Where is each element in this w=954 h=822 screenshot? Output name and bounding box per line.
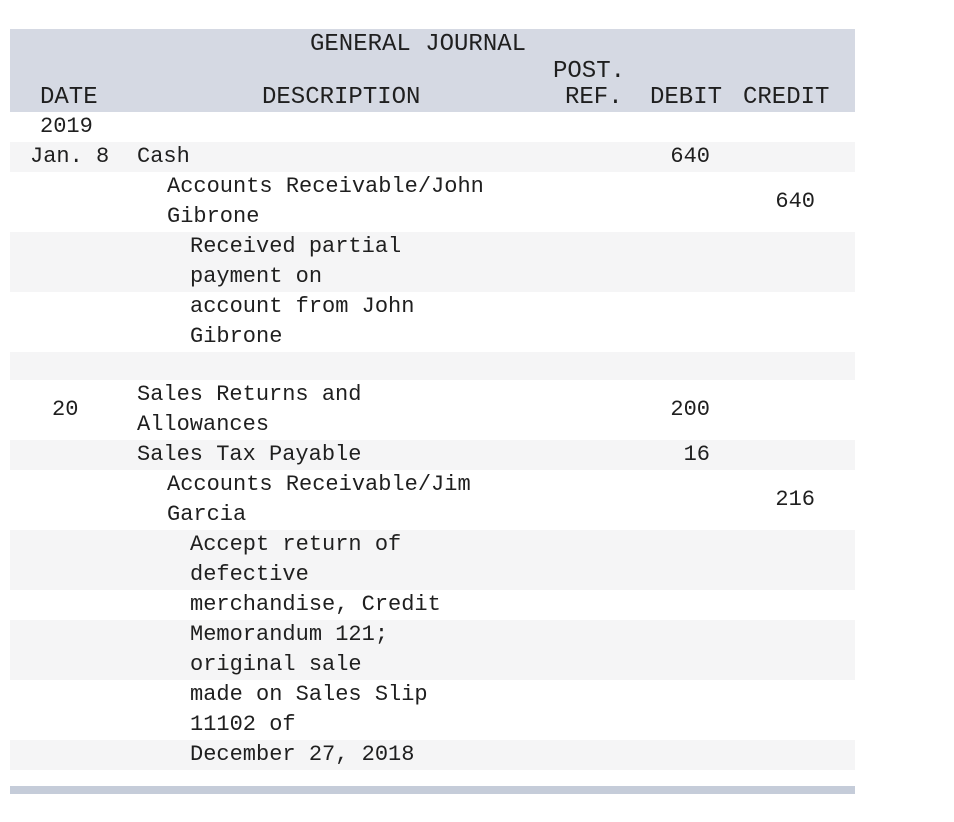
cell-description: December 27, 2018: [190, 742, 415, 767]
cell-description: merchandise, Credit: [190, 592, 441, 617]
cell-description: Memorandum 121; original sale: [190, 622, 389, 677]
col-postref-top-label: POST.: [553, 58, 626, 85]
col-postref-bottom-label: REF.: [565, 84, 623, 111]
cell-credit: 216: [775, 487, 815, 512]
journal-row: account from John Gibrone: [10, 292, 855, 352]
col-description-label: DESCRIPTION: [262, 84, 421, 111]
journal-row: Received partial payment on: [10, 232, 855, 292]
journal-row: Jan. 8 Cash 640: [10, 142, 855, 172]
cell-description: Cash: [137, 144, 190, 169]
journal-row: Memorandum 121; original sale: [10, 620, 855, 680]
cell-description: account from John Gibrone: [190, 294, 415, 349]
journal-row: Accept return of defective: [10, 530, 855, 590]
journal-row: 2019: [10, 112, 855, 142]
cell-debit: 16: [683, 442, 710, 467]
cell-credit: 640: [775, 189, 815, 214]
journal-rows: 2019 Jan. 8 Cash 640 Accounts Receivable…: [10, 112, 855, 770]
cell-description: Sales Tax Payable: [137, 442, 362, 467]
cell-date: 20: [52, 397, 79, 422]
col-debit-label: DEBIT: [650, 84, 723, 111]
journal-row: Sales Tax Payable 16: [10, 440, 855, 470]
journal-row: merchandise, Credit: [10, 590, 855, 620]
journal-row: Accounts Receivable/Jim Garcia 216: [10, 470, 855, 530]
col-date-label: DATE: [40, 84, 98, 111]
journal-title: GENERAL JOURNAL: [310, 31, 527, 58]
cell-debit: 640: [670, 144, 710, 169]
col-credit-label: CREDIT: [743, 84, 830, 111]
cell-description: Accept return of defective: [190, 532, 402, 587]
cell-date: Jan. 8: [30, 144, 110, 169]
journal-row: [10, 352, 855, 380]
general-journal-table: GENERAL JOURNAL POST. DATE DESCRIPTION R…: [10, 29, 855, 770]
cell-date: 2019: [40, 114, 93, 139]
cell-description: Accounts Receivable/John Gibrone: [167, 174, 484, 229]
cell-description: made on Sales Slip 11102 of: [190, 682, 428, 737]
journal-row: 20 Sales Returns and Allowances 200: [10, 380, 855, 440]
journal-row: made on Sales Slip 11102 of: [10, 680, 855, 740]
table-footer-bar: [10, 786, 855, 794]
journal-row: Accounts Receivable/John Gibrone 640: [10, 172, 855, 232]
journal-header: GENERAL JOURNAL POST. DATE DESCRIPTION R…: [10, 29, 855, 112]
cell-description: Sales Returns and Allowances: [137, 382, 362, 437]
cell-debit: 200: [670, 397, 710, 422]
cell-description: Received partial payment on: [190, 234, 402, 289]
journal-row: December 27, 2018: [10, 740, 855, 770]
cell-description: Accounts Receivable/Jim Garcia: [167, 472, 471, 527]
